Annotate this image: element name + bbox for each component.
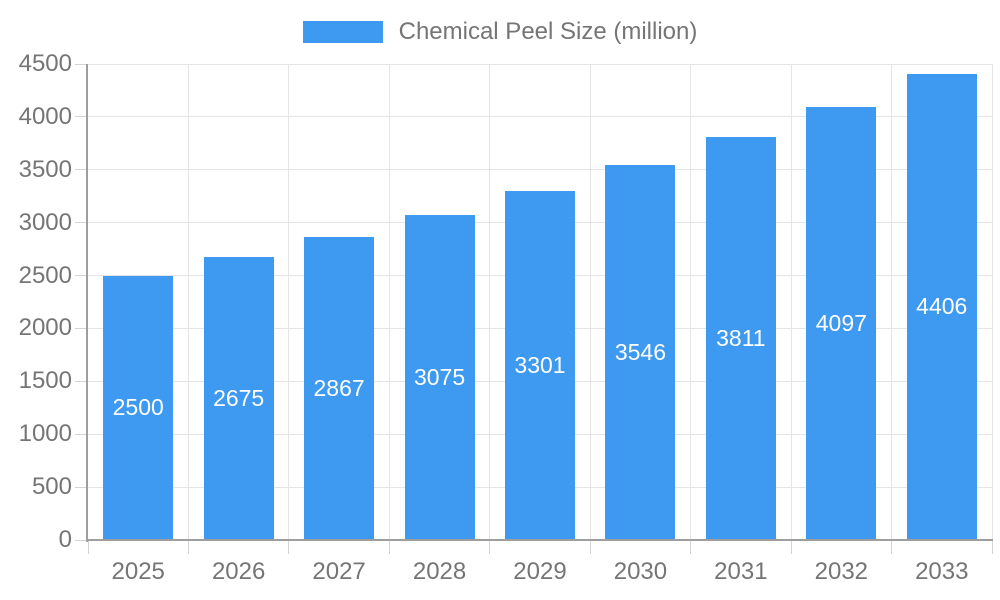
- bar-value-label: 3546: [614, 338, 667, 365]
- y-tick: [75, 327, 88, 329]
- x-tick: [388, 540, 390, 554]
- y-tick: [75, 222, 88, 224]
- x-tick: [589, 540, 591, 554]
- y-gridline: [88, 169, 992, 171]
- y-tick: [75, 116, 88, 118]
- y-tick: [75, 169, 88, 171]
- bar-value-label: 3301: [514, 351, 566, 378]
- y-tick-label: 1500: [18, 367, 72, 395]
- x-tick-label: 2027: [312, 558, 366, 585]
- bar[interactable]: 3811: [705, 136, 776, 540]
- x-tick: [288, 540, 290, 554]
- y-tick: [75, 380, 88, 382]
- x-gridline: [489, 64, 491, 540]
- y-gridline: [88, 63, 992, 65]
- bar-value-label: 3811: [716, 324, 766, 351]
- y-tick: [75, 275, 88, 277]
- bar[interactable]: 3301: [505, 190, 575, 540]
- x-tick-label: 2028: [412, 558, 467, 585]
- y-tick-label: 4000: [18, 102, 72, 130]
- x-gridline: [690, 64, 692, 540]
- x-tick-label: 2033: [915, 558, 969, 585]
- y-tick-label: 500: [31, 473, 72, 501]
- bar[interactable]: 2500: [103, 275, 174, 540]
- y-tick: [75, 486, 88, 488]
- x-tick: [790, 540, 792, 554]
- x-gridline: [187, 64, 189, 540]
- x-tick: [489, 540, 491, 554]
- bar[interactable]: 4406: [906, 73, 977, 540]
- x-tick-label: 2029: [513, 558, 567, 585]
- x-tick: [891, 540, 893, 554]
- bar[interactable]: 2867: [304, 236, 375, 540]
- y-tick-label: 4500: [18, 50, 72, 77]
- y-tick: [75, 539, 88, 541]
- y-tick-label: 0: [58, 526, 72, 553]
- x-gridline: [891, 64, 893, 540]
- x-tick-label: 2032: [814, 558, 869, 585]
- bar-value-label: 4097: [815, 309, 867, 336]
- x-tick: [187, 540, 189, 554]
- x-tick-label: 2025: [111, 558, 165, 585]
- x-tick-label: 2030: [613, 558, 668, 585]
- legend-swatch: [302, 21, 383, 43]
- x-tick: [87, 540, 89, 554]
- x-gridline: [288, 64, 290, 540]
- plot-area: 0 500 1000 1500 2000 2500 3000 3500 4000 4500 2500…: [19, 50, 993, 585]
- bar-value-label: 2867: [313, 374, 365, 401]
- y-tick-label: 3000: [18, 208, 72, 236]
- legend-item[interactable]: Chemical Peel Size (million): [0, 14, 1000, 50]
- x-axis-line: [86, 539, 993, 541]
- x-gridline: [991, 64, 993, 540]
- y-tick-label: 2500: [18, 261, 72, 289]
- y-tick-label: 1000: [18, 420, 72, 448]
- bar-value-label: 4406: [916, 293, 968, 320]
- bar[interactable]: 3075: [404, 214, 475, 540]
- bar[interactable]: 2675: [203, 257, 274, 540]
- y-tick: [75, 433, 88, 435]
- x-tick-label: 2031: [714, 558, 768, 585]
- y-tick-label: 3500: [18, 155, 72, 183]
- y-tick: [75, 63, 88, 65]
- bar[interactable]: 3546: [605, 164, 676, 540]
- bar[interactable]: 4097: [806, 106, 877, 540]
- bar-value-label: 2500: [112, 394, 164, 421]
- y-gridline: [88, 116, 992, 118]
- bar-value-label: 3075: [413, 363, 466, 390]
- x-tick: [991, 540, 993, 554]
- legend-label: Chemical Peel Size (million): [398, 18, 698, 45]
- y-axis-line: [86, 64, 88, 542]
- x-gridline: [790, 64, 792, 540]
- bar-value-label: 2675: [213, 385, 265, 411]
- x-gridline: [388, 64, 390, 540]
- x-tick-label: 2026: [211, 558, 266, 585]
- x-tick: [690, 540, 692, 554]
- y-tick-label: 2000: [18, 314, 72, 342]
- x-gridline: [589, 64, 591, 540]
